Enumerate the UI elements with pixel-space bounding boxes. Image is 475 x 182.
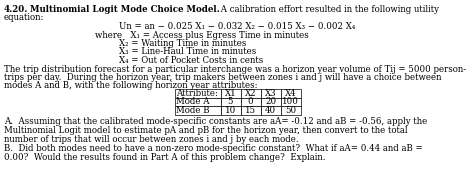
Bar xyxy=(240,89,260,98)
Text: number of trips that will occur between zones i and j by each mode.: number of trips that will occur between … xyxy=(4,134,299,143)
Bar xyxy=(220,98,240,106)
Text: 50: 50 xyxy=(285,106,296,115)
Bar xyxy=(220,106,240,114)
Text: A.  Assuming that the calibrated mode-specific constants are aA= -0.12 and aB = : A. Assuming that the calibrated mode-spe… xyxy=(4,118,427,126)
Text: 0: 0 xyxy=(247,97,253,106)
Text: equation:: equation: xyxy=(4,13,44,23)
Text: 4.20.: 4.20. xyxy=(4,5,28,14)
Text: Attribute:: Attribute: xyxy=(177,89,218,98)
Text: X₄ = Out of Pocket Costs in cents: X₄ = Out of Pocket Costs in cents xyxy=(119,56,263,65)
Text: The trip distribution forecast for a particular interchange was a horizon year v: The trip distribution forecast for a par… xyxy=(4,64,466,74)
Bar xyxy=(260,89,281,98)
Bar xyxy=(260,106,281,114)
Bar xyxy=(174,106,220,114)
Text: 0.00?  Would the results found in Part A of this problem change?  Explain.: 0.00? Would the results found in Part A … xyxy=(4,153,325,161)
Text: 10: 10 xyxy=(225,106,236,115)
Text: X1: X1 xyxy=(225,89,237,98)
Text: X3: X3 xyxy=(265,89,276,98)
Text: X₂ = Waiting Time in minutes: X₂ = Waiting Time in minutes xyxy=(119,39,247,48)
Text: modes A and B, with the following horizon year attributes:: modes A and B, with the following horizo… xyxy=(4,82,257,90)
Bar xyxy=(260,98,281,106)
Text: Multinomial Logit Mode Choice Model.: Multinomial Logit Mode Choice Model. xyxy=(30,5,220,14)
Text: 40: 40 xyxy=(265,106,276,115)
Text: Mode B: Mode B xyxy=(177,106,210,115)
Text: A calibration effort resulted in the following utility: A calibration effort resulted in the fol… xyxy=(218,5,439,14)
Bar xyxy=(281,106,301,114)
Text: B.  Did both modes need to have a non-zero mode-specific constant?  What if aA= : B. Did both modes need to have a non-zer… xyxy=(4,144,423,153)
Text: X₃ = Line-Haul Time in minutes: X₃ = Line-Haul Time in minutes xyxy=(119,48,256,56)
Text: Multinomial Logit model to estimate pA and pB for the horizon year, then convert: Multinomial Logit model to estimate pA a… xyxy=(4,126,408,135)
Text: where   X₁ = Access plus Egress Time in minutes: where X₁ = Access plus Egress Time in mi… xyxy=(95,31,309,39)
Text: X2: X2 xyxy=(245,89,256,98)
Bar xyxy=(240,98,260,106)
Bar xyxy=(281,89,301,98)
Text: Un = an − 0.025 X₁ − 0.032 X₂ − 0.015 X₃ − 0.002 X₄: Un = an − 0.025 X₁ − 0.032 X₂ − 0.015 X₃… xyxy=(119,22,355,31)
Text: 20: 20 xyxy=(265,97,276,106)
Bar xyxy=(240,106,260,114)
Text: 15: 15 xyxy=(245,106,256,115)
Bar xyxy=(281,98,301,106)
Text: Mode A: Mode A xyxy=(177,97,210,106)
Text: X4: X4 xyxy=(285,89,296,98)
Text: 5: 5 xyxy=(228,97,233,106)
Bar xyxy=(220,89,240,98)
Text: 100: 100 xyxy=(282,97,299,106)
Bar xyxy=(174,89,220,98)
Bar xyxy=(174,98,220,106)
Text: trips per day.  During the horizon year, trip makers between zones i and j will : trips per day. During the horizon year, … xyxy=(4,73,441,82)
